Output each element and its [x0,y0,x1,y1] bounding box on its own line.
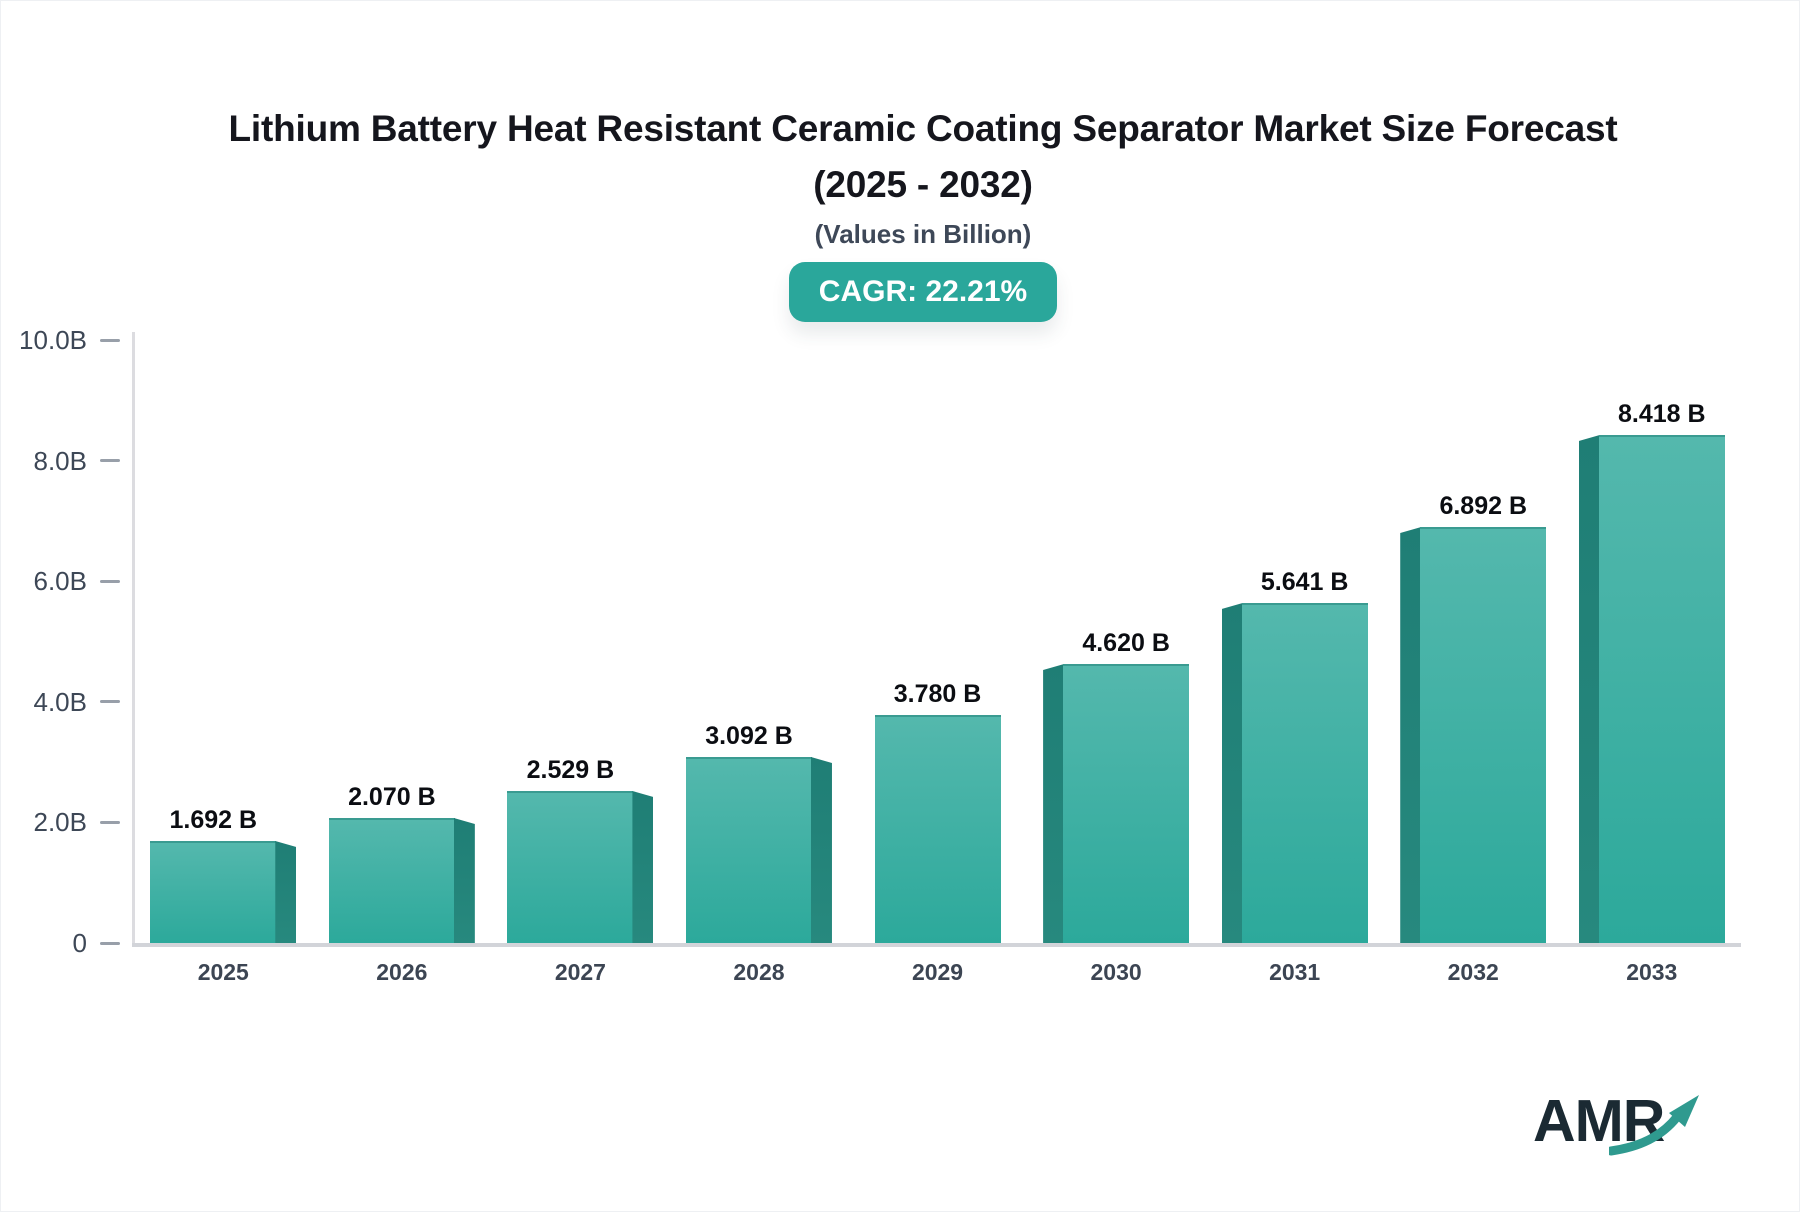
y-tick-label: 10.0B [19,325,87,355]
bar-value-label: 3.780 B [893,680,982,708]
y-tick-label: 6.0B [33,566,88,597]
bar-slot-2030: 4.620 B [1027,629,1206,943]
amr-logo: AMR [1533,1089,1713,1169]
y-tick-mark [100,459,120,463]
x-axis-label-2032: 2032 [1447,959,1499,985]
x-axis-label-2027: 2027 [554,959,606,985]
y-tick-mark [100,700,120,704]
bar-slot-2032: 6.892 B [1384,492,1563,943]
bars-layer: 1.692 B 2.070 B 2.529 B 3.092 B 3.780 B 4.620… [134,340,1741,943]
bar-face: 4.620 B [1063,629,1190,943]
bar-3d-2027: 2.529 B [507,756,654,943]
bar-3d-2031: 5.641 B [1221,568,1368,943]
bar-slot-2026: 2.070 B [313,783,492,943]
bar-side-face [810,757,832,943]
bar-value-label: 5.641 B [1260,568,1349,596]
y-tick-label: 2.0B [33,807,88,838]
cagr-badge: CAGR: 22.21% [788,262,1058,322]
bar-side-face [632,791,654,943]
x-axis-label-2025: 2025 [197,959,249,985]
bar-value-label: 3.092 B [705,722,793,750]
bar-3d-2030: 4.620 B [1043,629,1190,943]
bar-face: 2.070 B [328,783,455,943]
bar-3d-2028: 3.092 B [685,722,832,943]
y-tick-mark [100,338,120,342]
y-tick-label: 8.0B [33,445,88,476]
x-axis-labels: 2025 2026 2027 2028 2029 2030 2031 2032 2033 [134,959,1741,986]
bar-slot-2027: 2.529 B [491,756,670,943]
y-tick-mark [100,941,120,945]
bar-face: 6.892 B [1420,492,1547,943]
bar-face: 5.641 B [1241,568,1368,943]
bar-side-face [1221,603,1243,943]
x-axis-label-2028: 2028 [733,959,785,985]
x-axis-baseline [132,943,1741,947]
trend-up-arrow-icon [1609,1095,1699,1156]
y-axis-line [132,332,135,945]
bar-value-label: 2.529 B [526,756,615,784]
chart-title-line2: (2025 - 2032) [813,164,1033,205]
bar-3d-2025: 1.692 B [150,806,297,943]
chart-subtitle: (Values in Billion) [814,219,1032,249]
y-tick-mark [100,820,120,824]
bar-face: 8.418 B [1598,400,1725,943]
bar-face: 2.529 B [507,756,634,943]
chart-title-line1: Lithium Battery Heat Resistant Ceramic C… [228,108,1618,149]
bar-slot-2031: 5.641 B [1205,568,1384,943]
bar-3d-2029: 3.780 B [874,680,1001,943]
y-tick-mark [100,579,120,583]
bar-side-face [453,818,475,943]
bar-slot-2033: 8.418 B [1563,400,1742,943]
x-axis-label-2030: 2030 [1090,959,1142,985]
bar-3d-2026: 2.070 B [328,783,475,943]
bar-face: 1.692 B [150,806,277,943]
bar-value-label: 8.418 B [1618,400,1706,428]
x-axis-label-2031: 2031 [1269,959,1321,985]
bar-slot-2025: 1.692 B [134,806,313,943]
chart-header: Lithium Battery Heat Resistant Ceramic C… [47,101,1799,322]
x-axis-label-2033: 2033 [1626,959,1678,985]
bar-face: 3.092 B [685,722,812,943]
bar-side-face [1043,664,1065,943]
x-axis-label-2026: 2026 [376,959,428,985]
y-tick-label: 0 [72,928,87,958]
bar-side-face [1578,435,1600,943]
bar-value-label: 2.070 B [348,783,436,811]
bar-value-label: 1.692 B [169,806,258,834]
bar-3d-2033: 8.418 B [1578,400,1725,943]
x-axis-label-2029: 2029 [911,959,964,985]
y-tick-label: 4.0B [33,686,88,717]
bar-value-label: 6.892 B [1439,492,1527,520]
bar-side-face [275,841,297,943]
bar-3d-2032: 6.892 B [1400,492,1547,943]
bar-slot-2029: 3.780 B [848,680,1027,943]
bar-slot-2028: 3.092 B [670,722,849,943]
bar-side-face [1400,527,1422,943]
bar-value-label: 4.620 B [1082,629,1170,657]
bar-face: 3.780 B [874,680,1001,943]
